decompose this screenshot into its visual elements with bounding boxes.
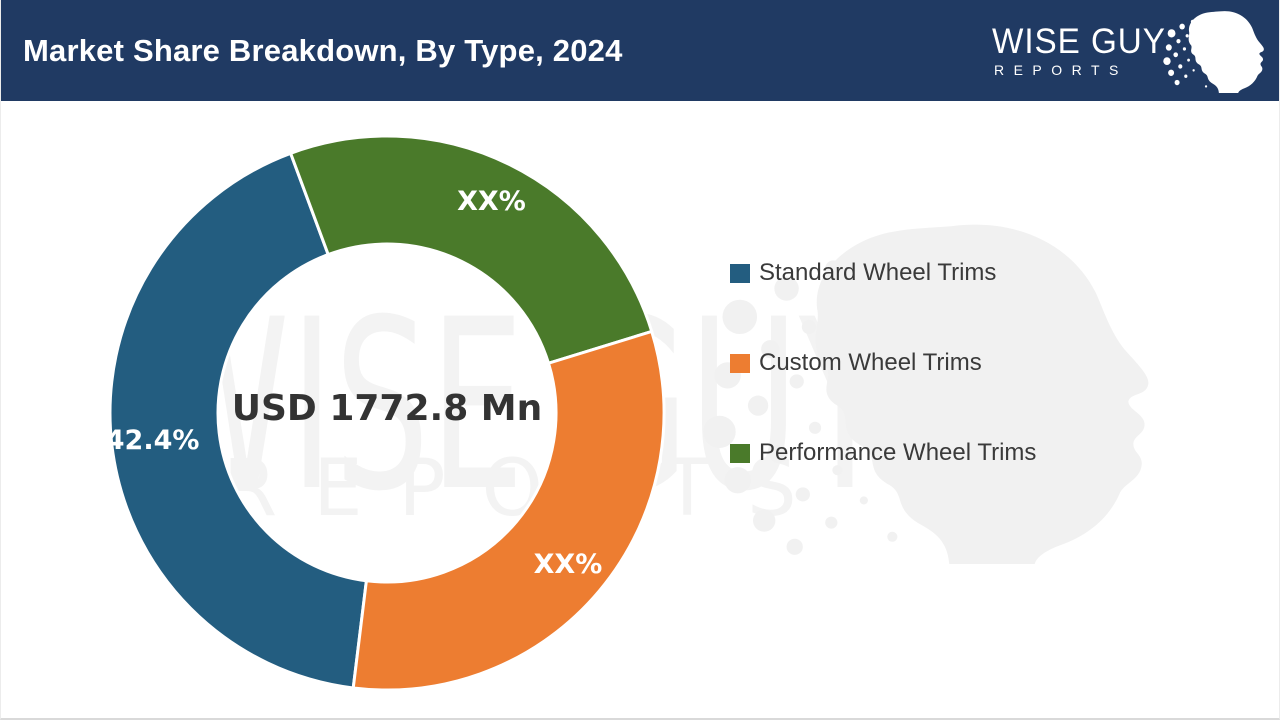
wiseguy-face-logo-icon	[1163, 10, 1264, 93]
legend-item-custom: Custom Wheel Trims	[730, 343, 982, 383]
slice-value-label-standard: 42.4%	[106, 425, 200, 456]
legend-label-custom: Custom Wheel Trims	[759, 349, 982, 376]
donut-chart: 42.4% XX% XX%	[106, 134, 666, 692]
logo-line2: REPORTS	[993, 62, 1128, 78]
legend-swatch-performance	[730, 443, 750, 463]
header-bar: Market Share Breakdown, By Type, 2024 WI…	[1, 0, 1279, 101]
logo-wordmark: WISE GUY REPORTS	[992, 24, 1175, 77]
legend-label-standard: Standard Wheel Trims	[759, 259, 997, 286]
legend-label-performance: Performance Wheel Trims	[759, 439, 1037, 466]
logo-line1: WISE GUY	[991, 22, 1166, 61]
legend-swatch-standard	[730, 263, 750, 283]
page-title: Market Share Breakdown, By Type, 2024	[23, 32, 623, 68]
donut-slice-standard	[108, 151, 369, 690]
donut-slice-custom	[351, 329, 666, 692]
legend-item-performance: Performance Wheel Trims	[730, 433, 1036, 473]
slice-value-label-custom: XX%	[534, 549, 603, 580]
legend-swatch-custom	[730, 353, 750, 373]
legend-item-standard: Standard Wheel Trims	[730, 253, 996, 293]
wiseguy-logo: WISE GUY REPORTS	[992, 0, 1269, 101]
donut-slice-performance	[288, 134, 654, 366]
slice-value-label-performance: XX%	[457, 186, 526, 217]
